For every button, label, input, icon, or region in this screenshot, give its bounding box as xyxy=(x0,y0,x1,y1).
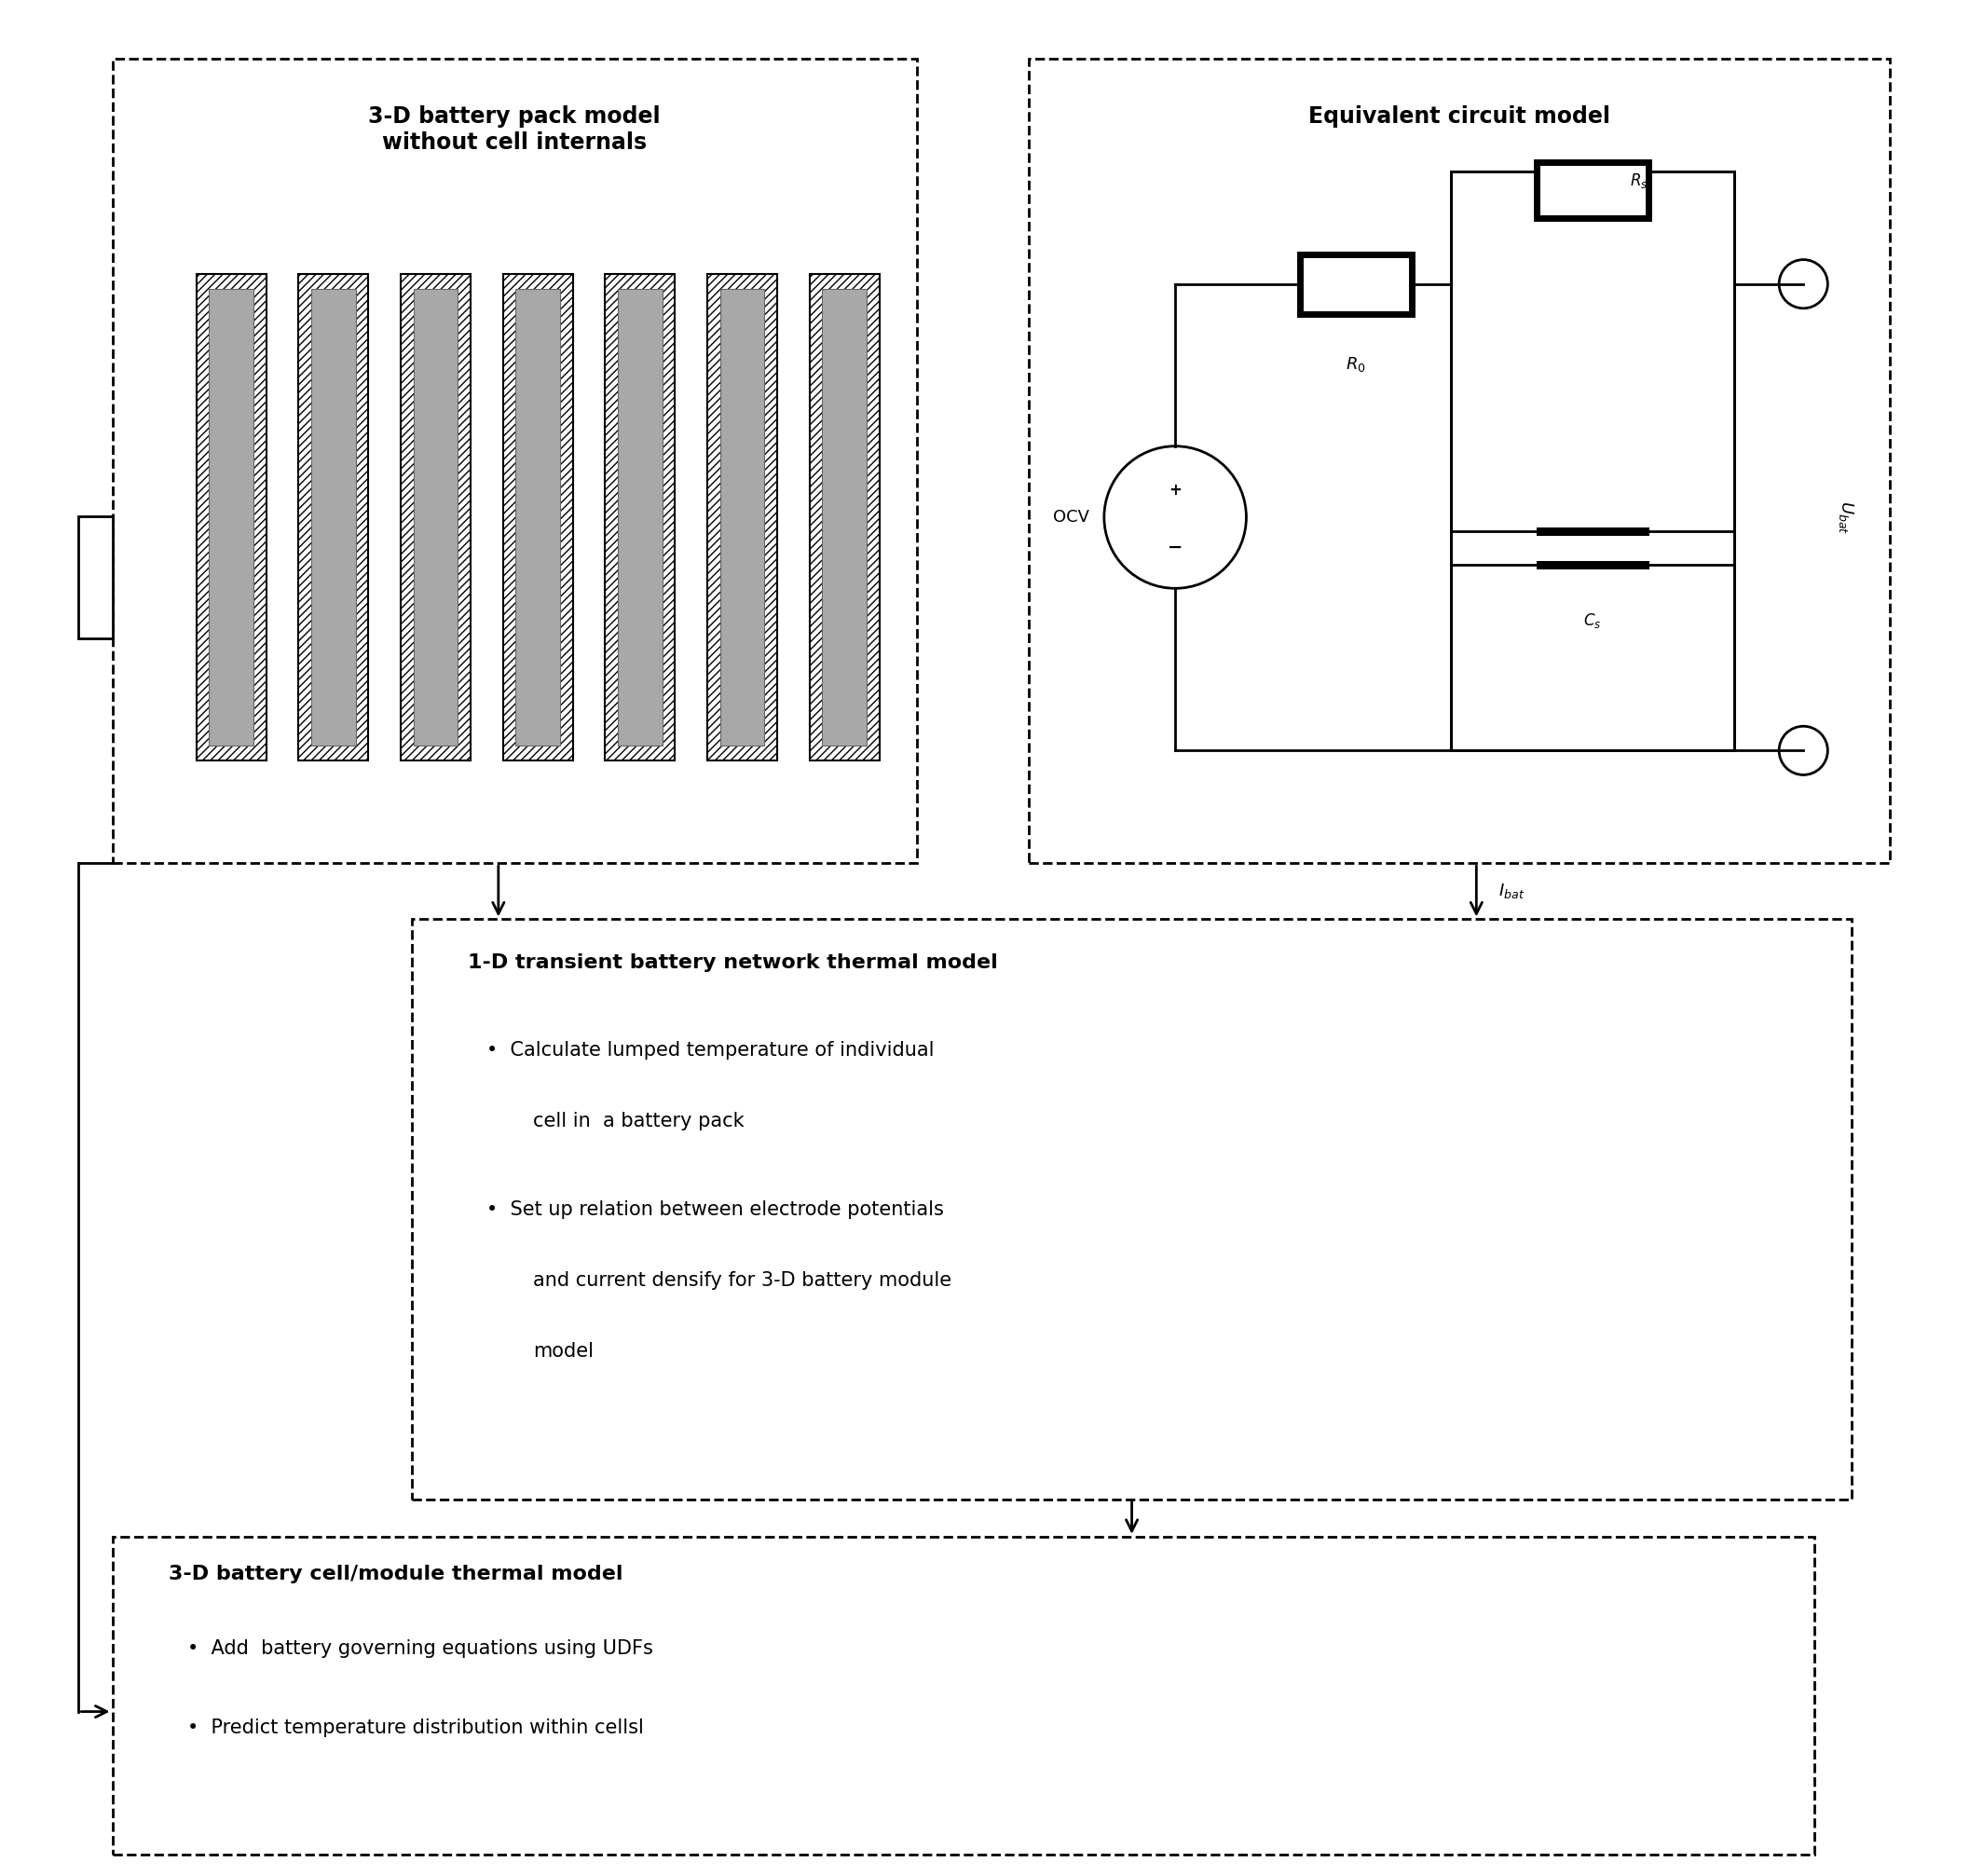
Text: OCV: OCV xyxy=(1053,508,1089,525)
Bar xyxy=(823,289,867,745)
Text: $C_s$: $C_s$ xyxy=(1584,612,1602,630)
Text: Equivalent circuit model: Equivalent circuit model xyxy=(1309,105,1610,128)
Bar xyxy=(605,274,674,760)
Bar xyxy=(208,289,254,745)
Bar xyxy=(1029,58,1890,863)
Bar xyxy=(113,1536,1814,1855)
Bar xyxy=(720,289,765,745)
Text: 3-D battery cell/module thermal model: 3-D battery cell/module thermal model xyxy=(169,1565,623,1583)
Bar xyxy=(113,58,916,863)
Text: $U_{bat}$: $U_{bat}$ xyxy=(1836,501,1856,535)
Bar xyxy=(412,919,1852,1499)
Text: •  Calculate lumped temperature of individual: • Calculate lumped temperature of indivi… xyxy=(486,1041,934,1060)
Bar xyxy=(196,274,266,760)
Text: $R_s$: $R_s$ xyxy=(1630,171,1648,189)
Bar xyxy=(1537,161,1648,218)
Bar xyxy=(619,289,662,745)
Bar xyxy=(504,274,573,760)
Text: cell in  a battery pack: cell in a battery pack xyxy=(533,1112,744,1131)
Bar xyxy=(311,289,355,745)
Text: model: model xyxy=(533,1341,593,1360)
Text: 3-D battery pack model
without cell internals: 3-D battery pack model without cell inte… xyxy=(369,105,660,154)
Bar xyxy=(79,516,113,638)
Text: •  Add  battery governing equations using UDFs: • Add battery governing equations using … xyxy=(186,1640,652,1658)
Text: $R_0$: $R_0$ xyxy=(1346,355,1366,373)
Bar xyxy=(708,274,777,760)
Text: $I_{bat}$: $I_{bat}$ xyxy=(1499,882,1525,900)
Bar xyxy=(809,274,878,760)
Text: and current densify for 3-D battery module: and current densify for 3-D battery modu… xyxy=(533,1272,952,1289)
Text: 1-D transient battery network thermal model: 1-D transient battery network thermal mo… xyxy=(468,953,997,972)
Bar xyxy=(401,274,470,760)
Bar xyxy=(299,274,369,760)
Text: •  Predict temperature distribution within cellsl: • Predict temperature distribution withi… xyxy=(186,1718,644,1737)
Bar xyxy=(1450,171,1735,750)
Text: •  Set up relation between electrode potentials: • Set up relation between electrode pote… xyxy=(486,1201,944,1219)
Bar xyxy=(516,289,559,745)
Text: −: − xyxy=(1168,538,1182,555)
Text: +: + xyxy=(1168,482,1182,499)
Bar xyxy=(1301,253,1412,313)
Bar xyxy=(412,289,458,745)
